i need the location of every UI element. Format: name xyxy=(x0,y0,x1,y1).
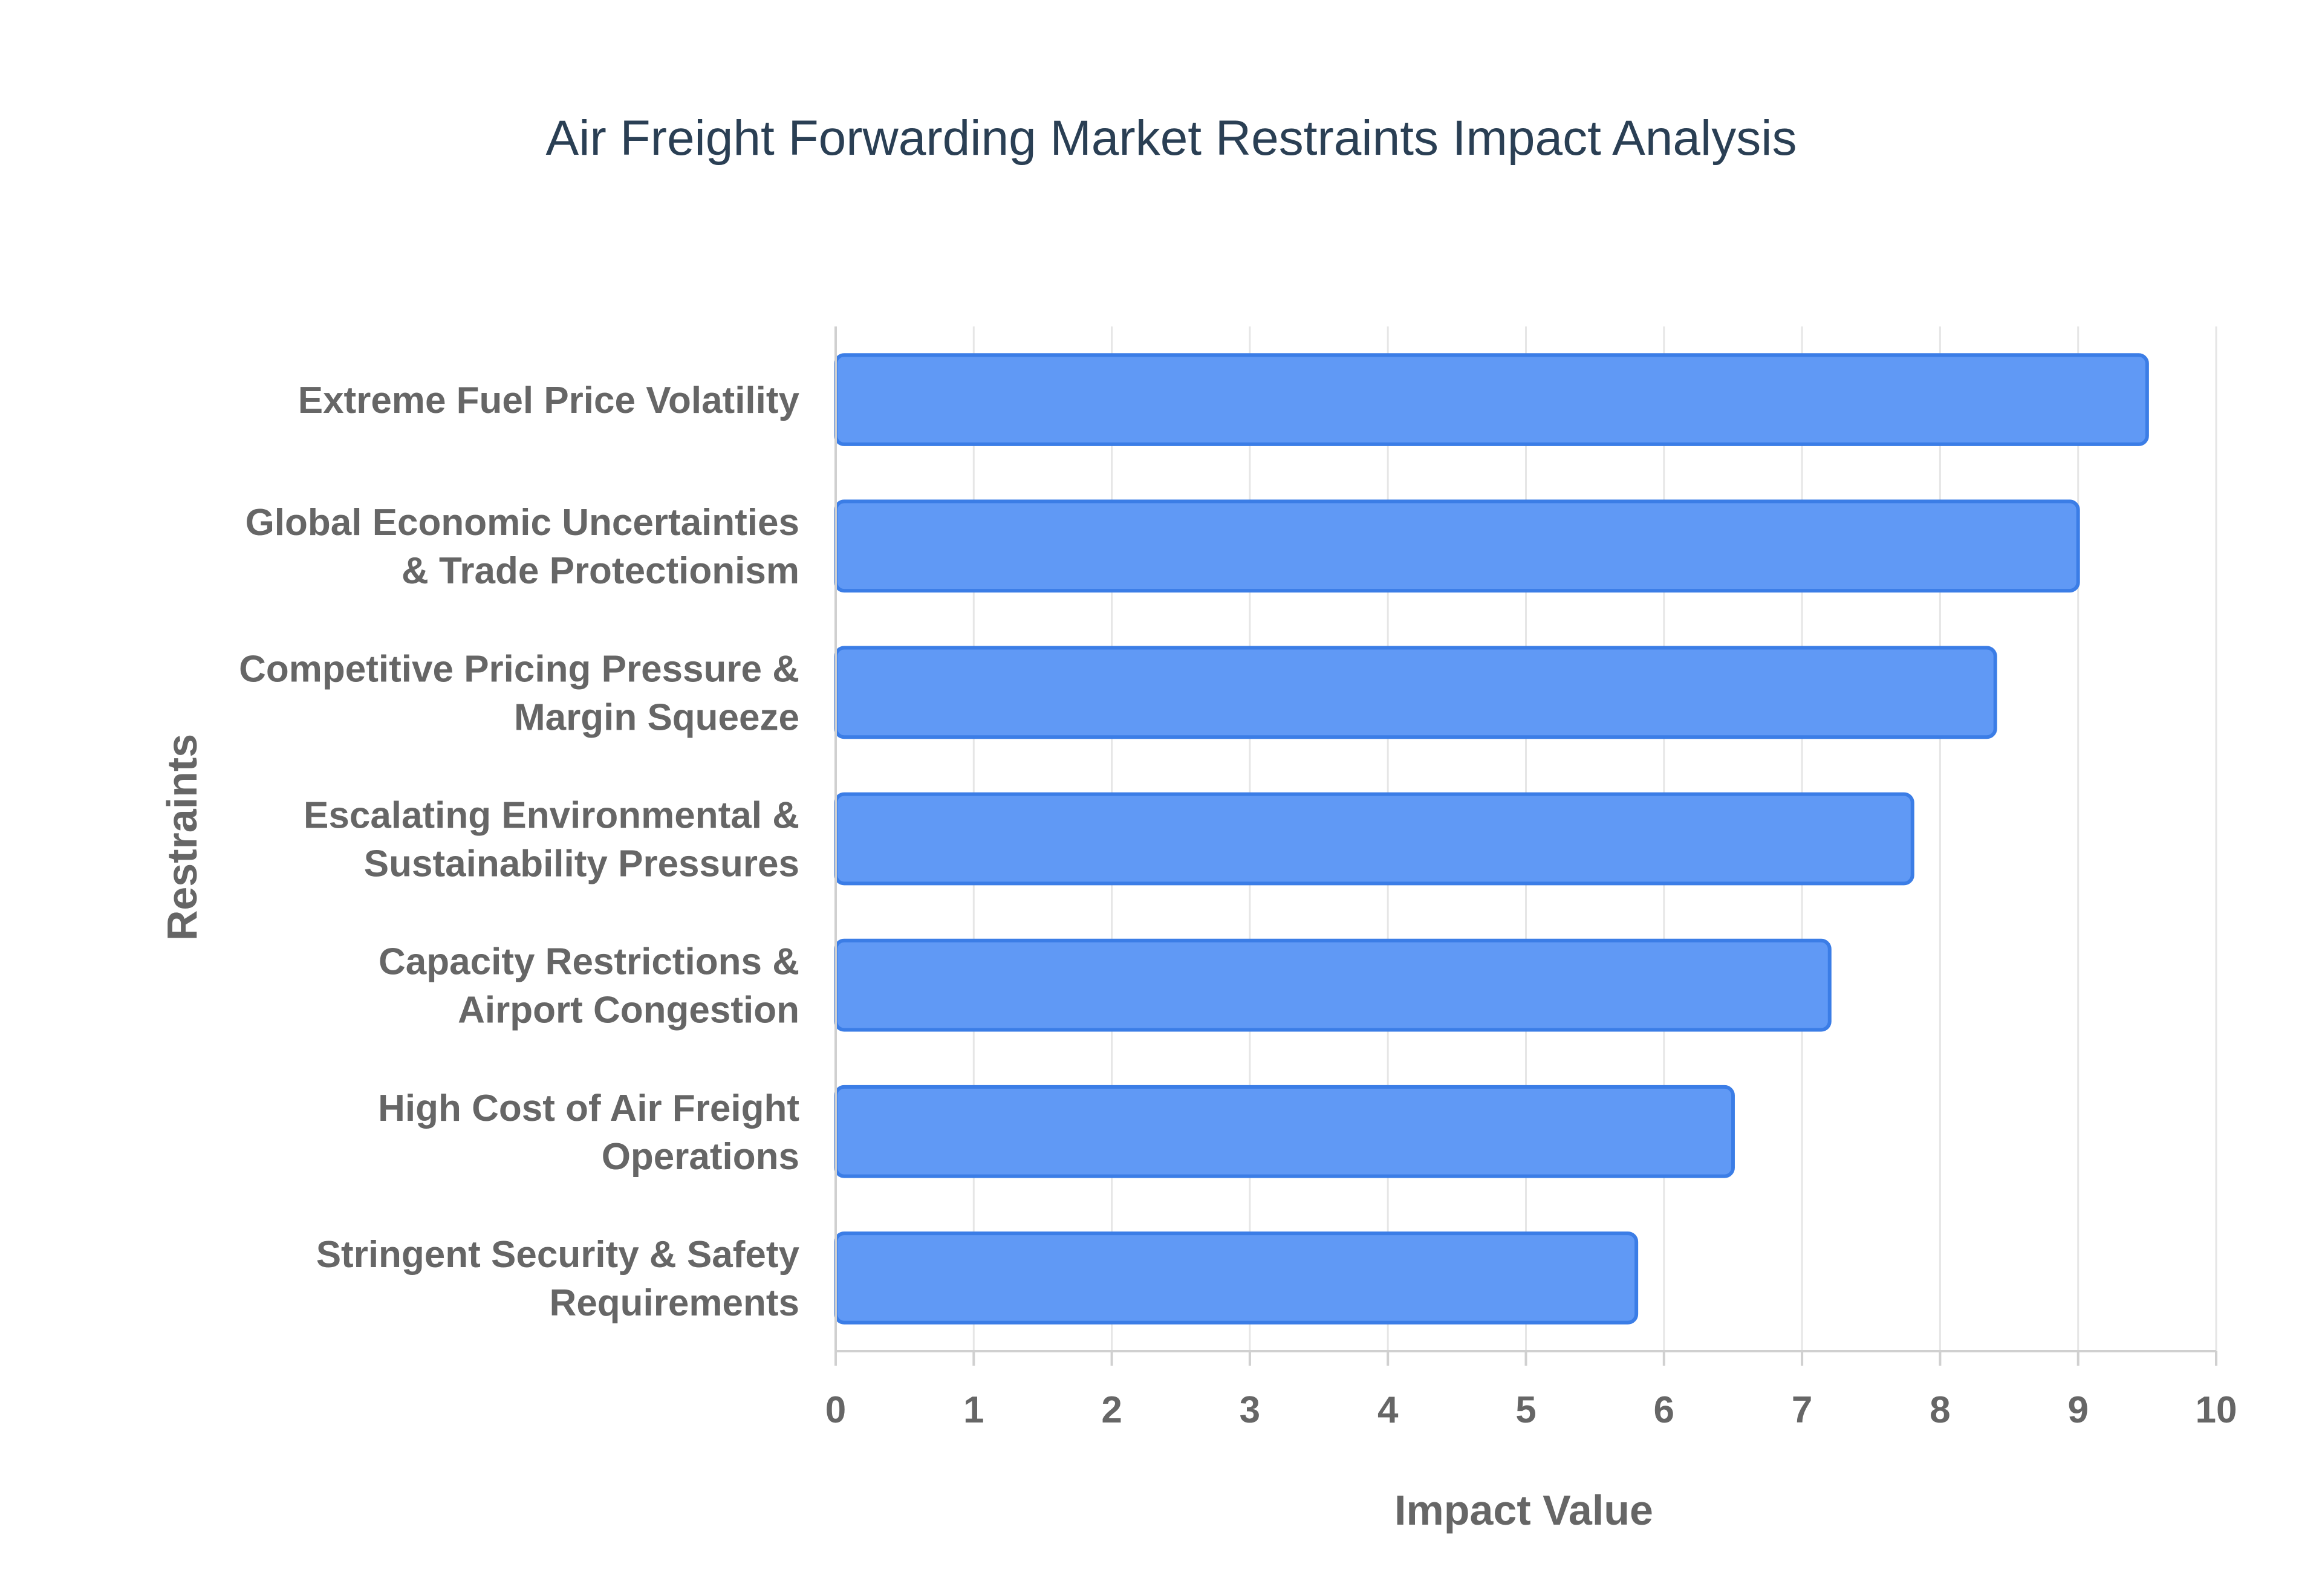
x-tick-label: 2 xyxy=(1101,1389,1122,1431)
y-category-label: Requirements xyxy=(550,1282,799,1324)
x-tick-label: 6 xyxy=(1654,1389,1674,1431)
y-category-label: High Cost of Air Freight xyxy=(378,1088,799,1129)
bar xyxy=(834,1085,1735,1178)
y-category-label: Extreme Fuel Price Volatility xyxy=(298,380,800,421)
bar xyxy=(834,646,1997,739)
y-category-label: Airport Congestion xyxy=(458,990,799,1031)
bars xyxy=(834,353,2149,1325)
bar xyxy=(834,353,2149,446)
y-category-label: Escalating Environmental & xyxy=(304,795,799,837)
y-category-label: Sustainability Pressures xyxy=(364,843,799,885)
y-category-label: & Trade Protectionism xyxy=(402,550,799,592)
bar xyxy=(834,1231,1639,1325)
x-tick-label: 1 xyxy=(963,1389,984,1431)
y-category-label: Stringent Security & Safety xyxy=(316,1234,800,1276)
bar xyxy=(834,499,2080,593)
y-category-label: Competitive Pricing Pressure & xyxy=(239,648,799,690)
bar xyxy=(834,792,1914,886)
y-category-label: Global Economic Uncertainties xyxy=(246,502,799,543)
y-category-label: Operations xyxy=(602,1136,799,1178)
x-tick-label: 0 xyxy=(825,1389,846,1431)
x-tick-label: 8 xyxy=(1930,1389,1950,1431)
x-tick-label: 3 xyxy=(1240,1389,1260,1431)
x-tick-label: 5 xyxy=(1515,1389,1536,1431)
x-tick-label: 7 xyxy=(1792,1389,1812,1431)
x-axis-title: Impact Value xyxy=(1394,1487,1653,1534)
x-tick-label: 10 xyxy=(2196,1389,2237,1431)
axes: 0 1 2 3 4 5 6 7 8 9 10 Extreme Fuel Price Volatilit… xyxy=(239,326,2237,1431)
x-tick-label: 4 xyxy=(1377,1389,1399,1431)
y-category-label: Capacity Restrictions & xyxy=(379,941,799,983)
x-tick-label: 9 xyxy=(2067,1389,2088,1431)
y-axis-title: Restraints xyxy=(158,734,206,941)
chart-title: Air Freight Forwarding Market Restraints… xyxy=(546,111,1797,166)
bar xyxy=(834,938,1832,1032)
y-category-label: Margin Squeeze xyxy=(514,696,799,738)
